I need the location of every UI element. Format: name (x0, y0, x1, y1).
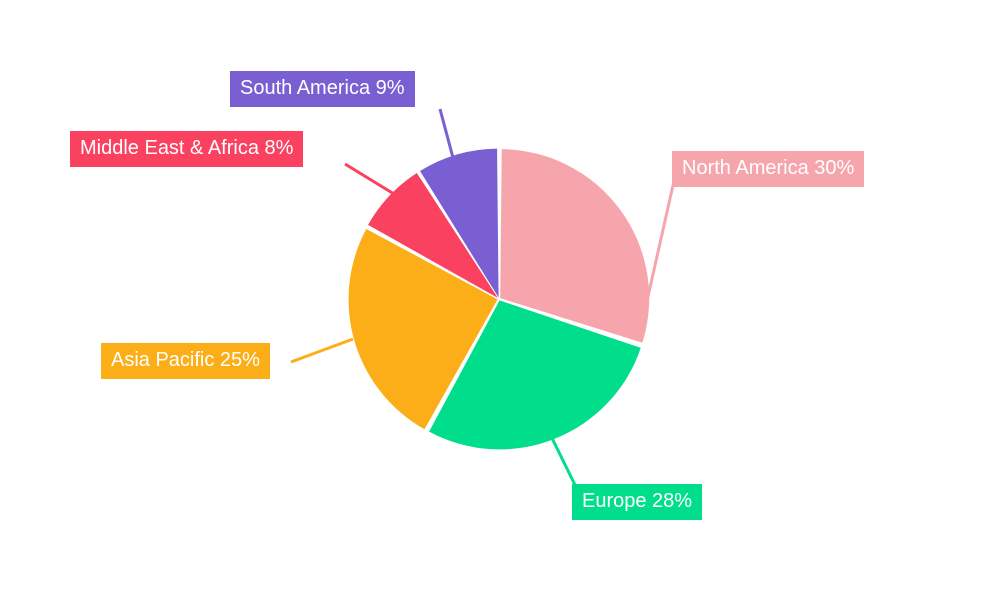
pie-slice-label: Asia Pacific 25% (101, 343, 270, 379)
pie-slice-label: North America 30% (672, 151, 865, 187)
pie-label-leader-line (344, 162, 400, 199)
pie-slice-label: Middle East & Africa 8% (70, 131, 304, 167)
pie-label-leader-line (290, 337, 354, 364)
pie-slices-group (348, 148, 650, 450)
pie-slice[interactable] (420, 148, 499, 298)
pie-slice-label: South America 9% (230, 71, 415, 107)
pie-slice[interactable] (429, 300, 641, 450)
pie-slice[interactable] (500, 149, 650, 343)
pie-slice-label: Europe 28% (572, 484, 703, 520)
pie-slice[interactable] (368, 172, 498, 298)
pie-label-leader-line (547, 431, 578, 488)
pie-slice[interactable] (348, 228, 498, 430)
